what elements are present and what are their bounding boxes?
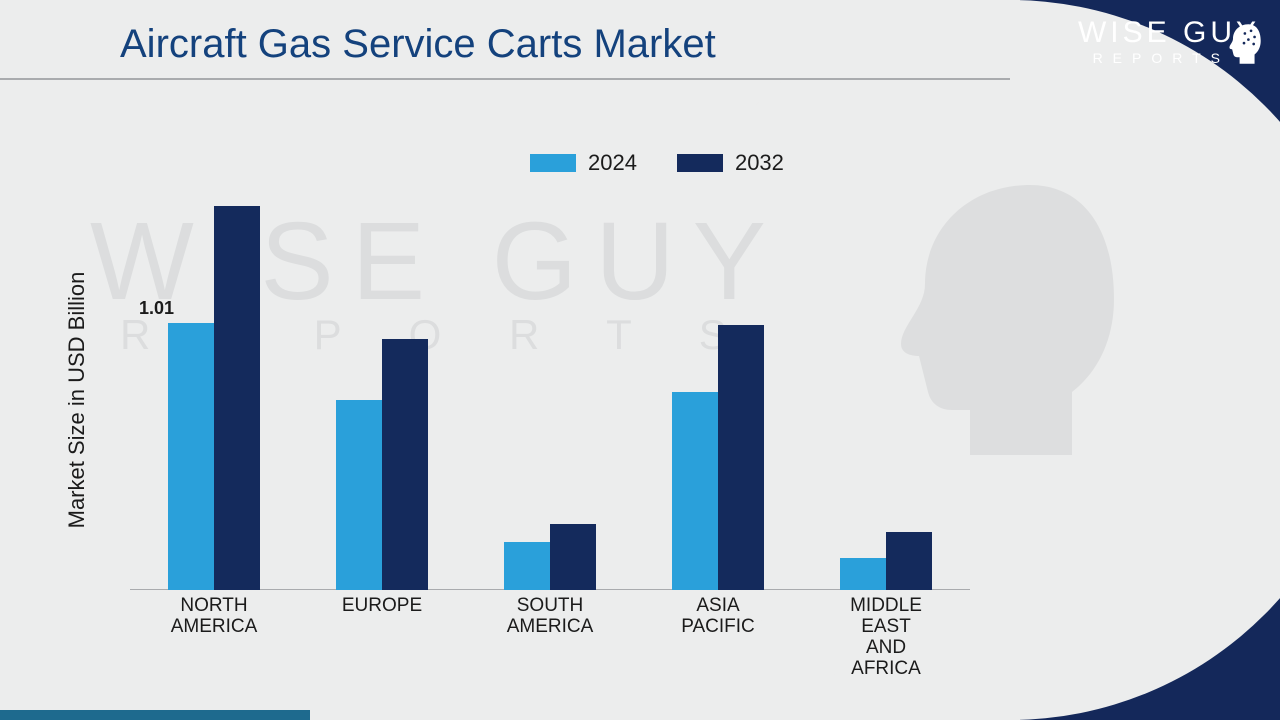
legend-swatch-2032 [677, 154, 723, 172]
legend-item-2024: 2024 [530, 150, 637, 176]
brand-subname: REPORTS [1040, 50, 1230, 66]
legend-label-2024: 2024 [588, 150, 637, 176]
legend-item-2032: 2032 [677, 150, 784, 176]
bar-pair [504, 180, 596, 590]
bottom-accent-bar [0, 710, 310, 720]
bar-2024 [672, 392, 718, 590]
bar-2032 [550, 524, 596, 590]
bar-2024 [336, 400, 382, 590]
brand-logo: WISE GUY REPORTS [1040, 18, 1260, 66]
bar-groups: 1.01NORTHAMERICAEUROPESOUTHAMERICAASIAPA… [130, 180, 970, 590]
category-label: SOUTHAMERICA [480, 596, 620, 638]
bar-group: MIDDLEEASTANDAFRICA [811, 180, 961, 590]
bar-2024 [840, 558, 886, 590]
legend-label-2032: 2032 [735, 150, 784, 176]
category-label: EUROPE [312, 596, 452, 617]
bar-pair [168, 180, 260, 590]
plot-area: 1.01NORTHAMERICAEUROPESOUTHAMERICAASIAPA… [130, 180, 970, 590]
category-label: NORTHAMERICA [144, 596, 284, 638]
bar-chart: Market Size in USD Billion 2024 2032 1.0… [70, 150, 970, 670]
bar-pair [840, 180, 932, 590]
category-label: MIDDLEEASTANDAFRICA [816, 596, 956, 680]
bar-value-label: 1.01 [139, 298, 174, 319]
page-root: WISE GUY REPORTS Aircraft Gas Service Ca… [0, 0, 1280, 720]
title-underline [0, 78, 1010, 80]
bar-group: 1.01NORTHAMERICA [139, 180, 289, 590]
brain-head-icon [1222, 22, 1266, 66]
bar-pair [336, 180, 428, 590]
y-axis-label: Market Size in USD Billion [64, 190, 90, 610]
bar-2032 [214, 206, 260, 590]
bar-pair [672, 180, 764, 590]
bar-2024 [168, 323, 214, 590]
bar-group: EUROPE [307, 180, 457, 590]
chart-title: Aircraft Gas Service Carts Market [120, 22, 716, 67]
legend-swatch-2024 [530, 154, 576, 172]
bar-group: SOUTHAMERICA [475, 180, 625, 590]
category-label: ASIAPACIFIC [648, 596, 788, 638]
bar-2024 [504, 542, 550, 590]
bar-2032 [886, 532, 932, 590]
bar-group: ASIAPACIFIC [643, 180, 793, 590]
bar-2032 [718, 325, 764, 590]
bar-2032 [382, 339, 428, 590]
legend: 2024 2032 [530, 150, 784, 176]
